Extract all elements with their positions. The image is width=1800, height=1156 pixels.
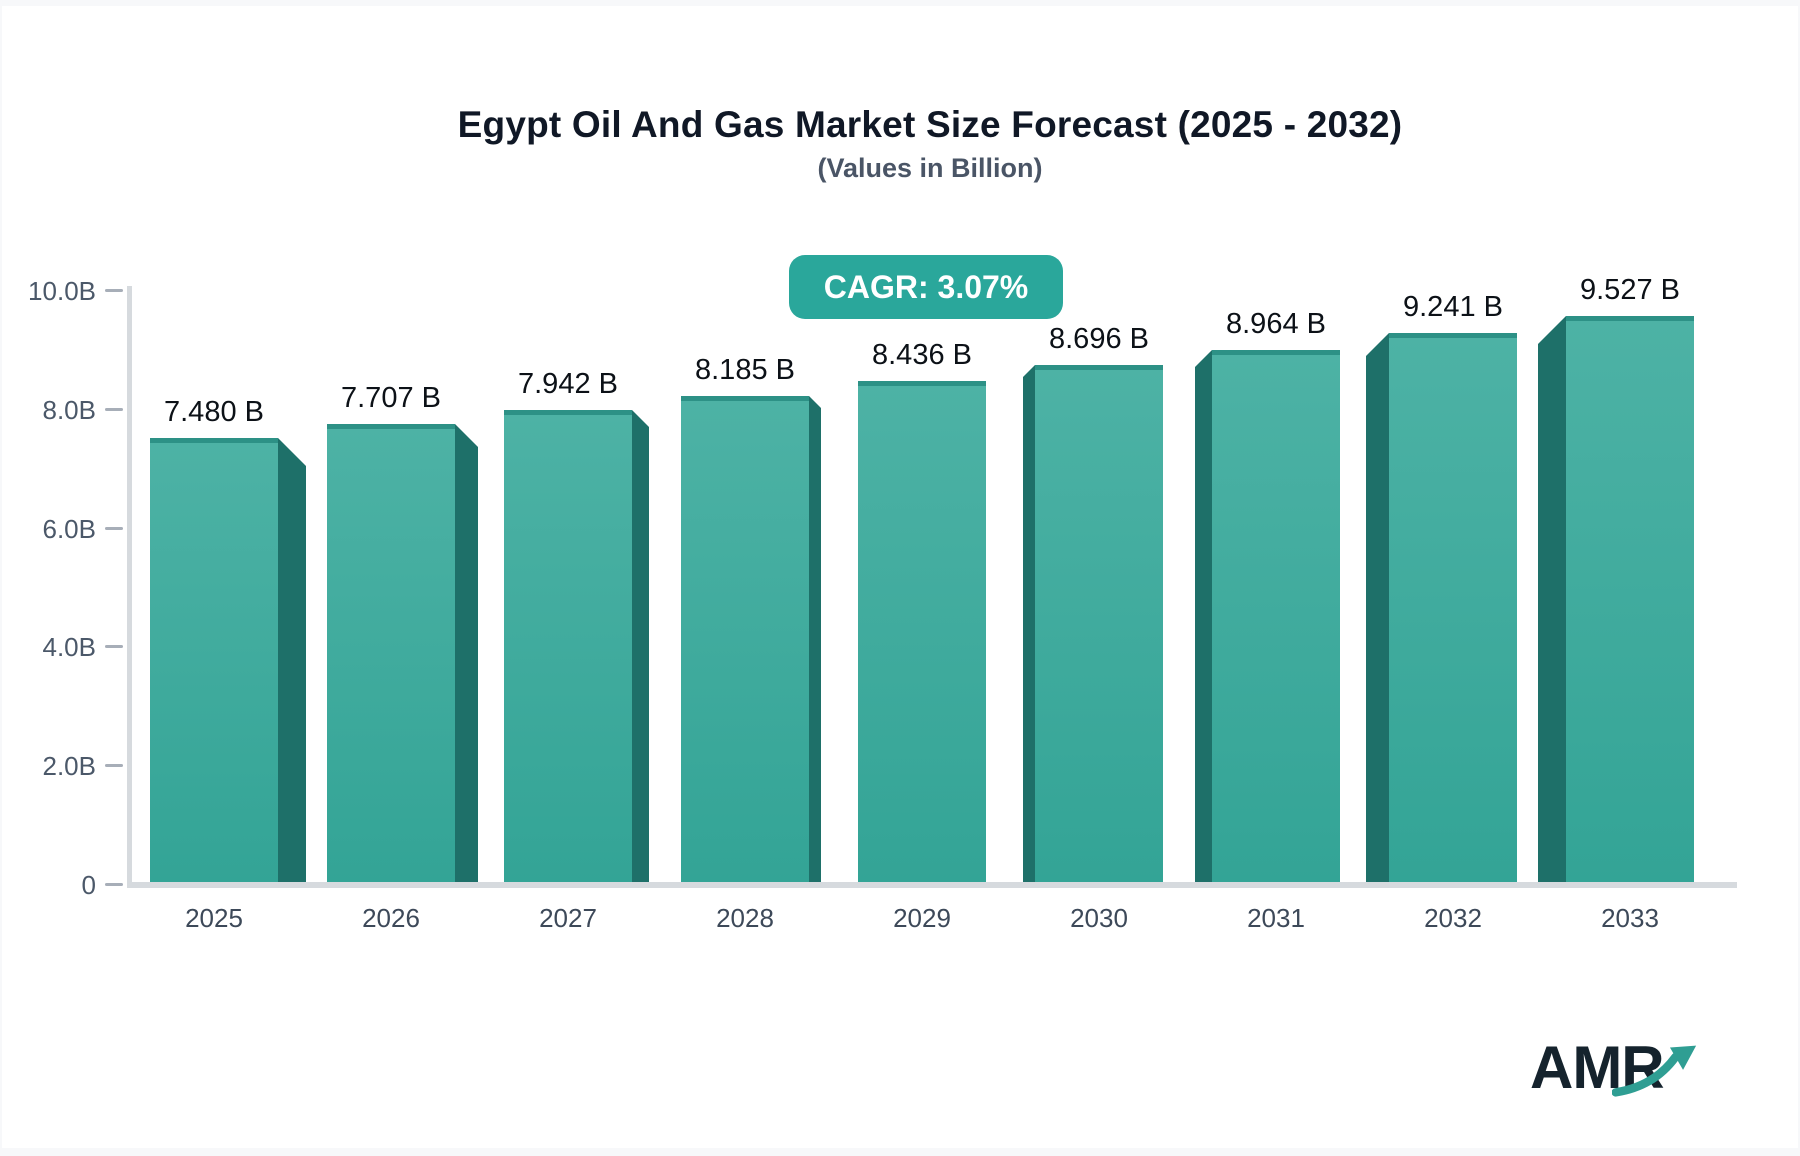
y-axis-tick-mark bbox=[105, 645, 123, 648]
bar-2028[interactable] bbox=[681, 396, 809, 882]
bar-value-label: 8.185 B bbox=[695, 354, 795, 386]
x-axis-tick-label: 2032 bbox=[1424, 903, 1482, 933]
page-frame bbox=[1798, 0, 1800, 1156]
y-axis-tick-label: 10.0B bbox=[28, 276, 96, 306]
y-axis-tick-label: 8.0B bbox=[42, 395, 97, 425]
chart-title: Egypt Oil And Gas Market Size Forecast (… bbox=[457, 104, 1403, 145]
bar-2025[interactable] bbox=[150, 438, 278, 882]
y-axis-tick-label: 0 bbox=[81, 870, 96, 900]
bar-value-label: 8.436 B bbox=[872, 339, 972, 371]
bar-2026[interactable] bbox=[327, 424, 455, 882]
amr-logo: AMR bbox=[1530, 1036, 1750, 1108]
x-axis-tick-label: 2033 bbox=[1601, 903, 1659, 933]
x-axis-baseline bbox=[127, 882, 1737, 888]
x-axis-tick-label: 2028 bbox=[716, 903, 774, 933]
y-axis-tick-label: 6.0B bbox=[42, 514, 97, 544]
x-axis-tick-label: 2026 bbox=[362, 903, 420, 933]
bar-2033[interactable] bbox=[1566, 316, 1694, 882]
bar-2030[interactable] bbox=[1035, 365, 1163, 882]
bar-value-label: 7.942 B bbox=[518, 368, 618, 400]
bar-value-label: 9.241 B bbox=[1403, 291, 1503, 323]
bar-side-2033 bbox=[1538, 316, 1566, 882]
page-frame bbox=[0, 1148, 1800, 1156]
bar-2032[interactable] bbox=[1389, 333, 1517, 882]
bar-value-label: 8.696 B bbox=[1049, 323, 1149, 355]
y-axis-tick-mark bbox=[105, 764, 123, 767]
x-axis-tick-label: 2027 bbox=[539, 903, 597, 933]
bar-2027[interactable] bbox=[504, 410, 632, 882]
y-axis-line bbox=[127, 286, 132, 884]
x-axis-tick-label: 2031 bbox=[1247, 903, 1305, 933]
y-axis-tick-mark bbox=[105, 883, 123, 886]
bar-side-2031 bbox=[1195, 350, 1212, 882]
bar-side-2032 bbox=[1366, 333, 1389, 882]
y-axis-tick-mark bbox=[105, 408, 123, 411]
bar-value-label: 7.707 B bbox=[341, 382, 441, 414]
page-frame bbox=[0, 0, 2, 1156]
bar-2029[interactable] bbox=[858, 381, 986, 882]
bar-side-2027 bbox=[632, 410, 649, 882]
x-axis-tick-label: 2025 bbox=[185, 903, 243, 933]
y-axis-tick-label: 2.0B bbox=[42, 751, 97, 781]
bar-value-label: 9.527 B bbox=[1580, 274, 1680, 306]
chart-subtitle: (Values in Billion) bbox=[817, 153, 1043, 183]
bar-side-2028 bbox=[809, 396, 821, 882]
growth-arrow-icon bbox=[1612, 1045, 1697, 1097]
y-axis-tick-mark bbox=[105, 289, 123, 292]
cagr-badge: CAGR: 3.07% bbox=[789, 255, 1063, 319]
y-axis-tick-label: 4.0B bbox=[42, 632, 97, 662]
bar-value-label: 7.480 B bbox=[164, 396, 264, 428]
page-frame bbox=[0, 0, 1800, 6]
bar-2031[interactable] bbox=[1212, 350, 1340, 882]
y-axis-tick-mark bbox=[105, 527, 123, 530]
bar-value-label: 8.964 B bbox=[1226, 308, 1326, 340]
x-axis-tick-label: 2029 bbox=[893, 903, 951, 933]
bar-side-2030 bbox=[1023, 365, 1035, 882]
bar-side-2026 bbox=[455, 424, 478, 882]
bar-side-2025 bbox=[278, 438, 306, 882]
x-axis-tick-label: 2030 bbox=[1070, 903, 1128, 933]
